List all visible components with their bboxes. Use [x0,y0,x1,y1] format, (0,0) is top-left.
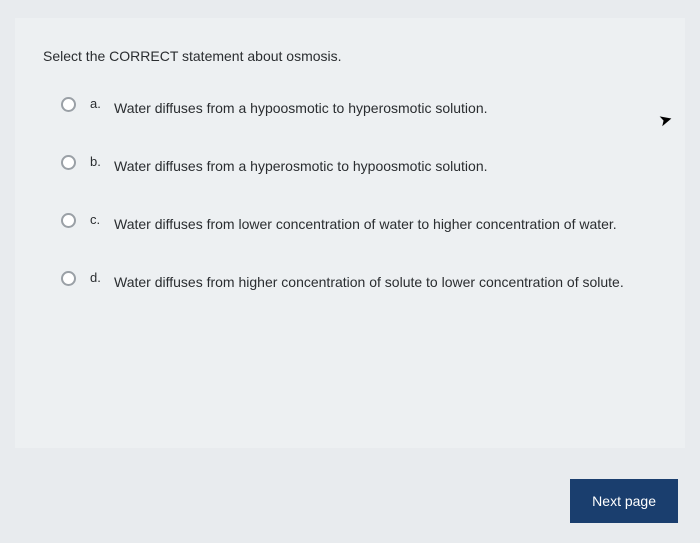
question-prompt: Select the CORRECT statement about osmos… [43,48,657,64]
next-page-button[interactable]: Next page [570,479,678,523]
option-letter: a. [90,96,104,111]
option-letter: b. [90,154,104,169]
radio-button-a[interactable] [61,97,76,112]
option-text: Water diffuses from a hyperosmotic to hy… [114,154,488,174]
radio-button-c[interactable] [61,213,76,228]
option-letter: c. [90,212,104,227]
option-text: Water diffuses from lower concentration … [114,212,617,232]
radio-button-d[interactable] [61,271,76,286]
footer: Next page [570,479,678,523]
option-row[interactable]: a. Water diffuses from a hypoosmotic to … [61,96,657,116]
quiz-panel: Select the CORRECT statement about osmos… [15,18,685,448]
option-letter: d. [90,270,104,285]
radio-button-b[interactable] [61,155,76,170]
option-row[interactable]: b. Water diffuses from a hyperosmotic to… [61,154,657,174]
option-row[interactable]: c. Water diffuses from lower concentrati… [61,212,657,232]
option-text: Water diffuses from higher concentration… [114,270,624,290]
option-text: Water diffuses from a hypoosmotic to hyp… [114,96,488,116]
options-list: a. Water diffuses from a hypoosmotic to … [61,96,657,290]
option-row[interactable]: d. Water diffuses from higher concentrat… [61,270,657,290]
